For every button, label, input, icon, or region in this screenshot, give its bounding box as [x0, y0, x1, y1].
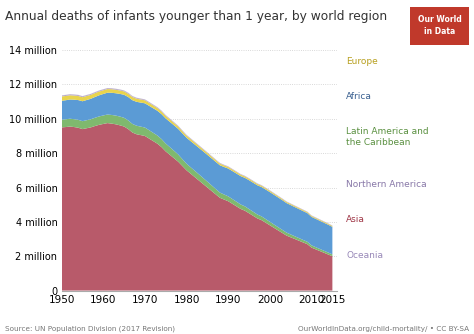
Text: Asia: Asia [346, 215, 365, 224]
Text: Oceania: Oceania [346, 250, 383, 260]
Text: Latin America and
the Caribbean: Latin America and the Caribbean [346, 127, 428, 147]
Text: Source: UN Population Division (2017 Revision): Source: UN Population Division (2017 Rev… [5, 326, 175, 332]
Text: Europe: Europe [346, 57, 378, 66]
Text: Africa: Africa [346, 92, 372, 101]
Text: Our World
in Data: Our World in Data [418, 15, 462, 36]
Text: OurWorldInData.org/child-mortality/ • CC BY-SA: OurWorldInData.org/child-mortality/ • CC… [298, 326, 469, 332]
Text: Northern America: Northern America [346, 180, 427, 189]
Text: Annual deaths of infants younger than 1 year, by world region: Annual deaths of infants younger than 1 … [5, 10, 387, 23]
